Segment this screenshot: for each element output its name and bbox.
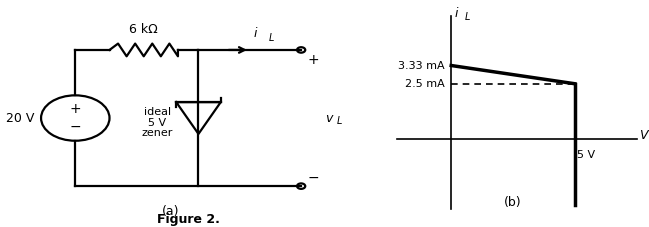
Text: 20 V: 20 V	[6, 111, 34, 125]
Text: +: +	[307, 53, 319, 67]
Text: 2.5 mA: 2.5 mA	[405, 79, 445, 89]
Text: 5 V: 5 V	[149, 118, 167, 128]
Text: i: i	[253, 27, 257, 40]
Text: v: v	[325, 111, 332, 125]
Text: i: i	[455, 7, 458, 20]
Text: 6 kΩ: 6 kΩ	[129, 23, 158, 36]
Text: 5 V: 5 V	[578, 150, 595, 160]
Text: L: L	[337, 116, 343, 126]
Text: +: +	[69, 102, 81, 116]
Text: zener: zener	[141, 128, 173, 138]
Text: 3.33 mA: 3.33 mA	[398, 61, 445, 71]
Text: Figure 2.: Figure 2.	[157, 213, 219, 226]
Text: ideal: ideal	[144, 107, 171, 117]
Text: −: −	[69, 120, 81, 134]
Text: −: −	[307, 170, 319, 185]
Text: (a): (a)	[162, 205, 180, 218]
Text: L: L	[269, 33, 274, 43]
Text: (b): (b)	[504, 196, 522, 209]
Text: V: V	[639, 129, 648, 142]
Text: L: L	[465, 12, 470, 22]
